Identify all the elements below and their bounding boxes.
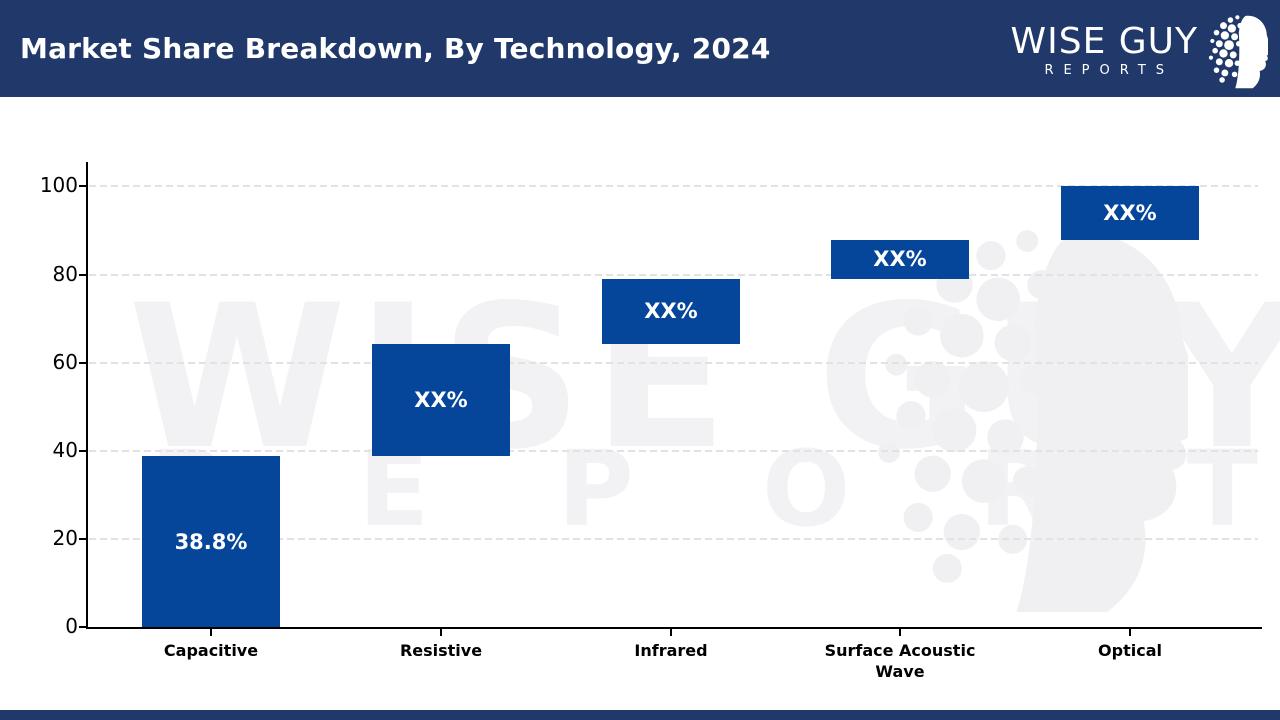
gridline-y-40 bbox=[89, 449, 1258, 452]
y-tick-mark bbox=[79, 185, 86, 188]
y-tick-label: 20 bbox=[52, 525, 78, 550]
x-category-label: Resistive bbox=[399, 641, 483, 660]
footer-bar bbox=[0, 710, 1280, 720]
x-category-label: Infrared bbox=[634, 641, 708, 660]
header-bar: Market Share Breakdown, By Technology, 2… bbox=[0, 0, 1280, 97]
x-tick-mark bbox=[1129, 629, 1131, 636]
x-tick-mark bbox=[440, 629, 442, 636]
y-tick-mark bbox=[79, 626, 86, 628]
logo-secondary-text: REPORTS bbox=[1044, 62, 1175, 78]
x-axis-line bbox=[86, 627, 1262, 629]
x-category-label: Surface Acoustic Wave bbox=[824, 641, 976, 681]
bar-capacitive: 38.8% bbox=[142, 456, 280, 627]
y-tick-label: 100 bbox=[39, 173, 78, 198]
bar-value-label: XX% bbox=[414, 387, 468, 412]
y-tick-label: 60 bbox=[52, 349, 78, 374]
logo-primary-text: WISE GUY bbox=[1010, 20, 1198, 62]
y-tick-mark bbox=[79, 273, 86, 276]
y-tick-mark bbox=[79, 537, 86, 540]
bar-value-label: 38.8% bbox=[174, 529, 248, 554]
x-tick-mark bbox=[899, 629, 901, 636]
x-category-label: Optical bbox=[1098, 641, 1162, 660]
x-tick-mark bbox=[210, 629, 212, 636]
y-tick-label: 0 bbox=[65, 614, 78, 638]
x-category-label: Capacitive bbox=[163, 641, 259, 660]
y-tick-mark bbox=[79, 361, 86, 364]
gridline-y-60 bbox=[89, 361, 1258, 364]
bar-resistive: XX% bbox=[372, 343, 510, 457]
y-tick-mark bbox=[79, 449, 86, 452]
bar-surface-acoustic-wave: XX% bbox=[831, 239, 969, 279]
y-axis-line bbox=[86, 162, 88, 628]
logo: WISE GUY REPORTS bbox=[1010, 6, 1268, 94]
page-title: Market Share Breakdown, By Technology, 2… bbox=[20, 32, 771, 65]
bar-value-label: XX% bbox=[644, 299, 698, 324]
y-tick-label: 40 bbox=[52, 437, 78, 462]
bar-value-label: XX% bbox=[873, 247, 927, 272]
gridline-y-100 bbox=[89, 185, 1258, 188]
bar-value-label: XX% bbox=[1103, 201, 1157, 226]
gridline-y-20 bbox=[89, 537, 1258, 540]
bar-optical: XX% bbox=[1061, 186, 1199, 240]
gridline-y-80 bbox=[89, 273, 1258, 276]
x-tick-mark bbox=[670, 629, 672, 636]
y-tick-label: 80 bbox=[52, 261, 78, 286]
bar-infrared: XX% bbox=[602, 278, 740, 344]
